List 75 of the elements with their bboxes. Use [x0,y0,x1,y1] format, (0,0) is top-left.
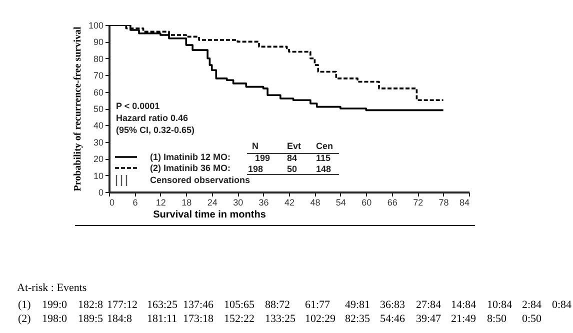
annotation: P < 0.0001 [116,101,160,111]
text: 133:25 [265,313,296,325]
text: 163:25 [147,299,178,311]
x-tick-label: 72 [413,198,424,208]
x-tick-label: 66 [387,198,398,208]
y-tick-label: 60 [93,87,104,98]
text: 182:8 [78,299,104,311]
annotation: 115 [316,153,331,163]
legend-label: (1) Imatinib 12 MO: [150,152,231,162]
x-tick-label: 54 [336,198,346,208]
text: 39:47 [416,313,442,325]
y-axis-title: Probability of recurrence-free survival [72,26,84,192]
text: 181:11 [147,313,178,325]
legend-label: (2) Imatinib 36 MO: [150,163,231,173]
y-tick-label: 30 [93,137,104,148]
text: 2:84 [522,299,542,311]
x-tick-label: 60 [362,198,372,208]
x-tick-label: 42 [284,198,295,208]
x-tick-label: 84 [459,198,470,208]
x-tick-label: 6 [132,198,138,208]
text: 36:83 [380,299,406,311]
y-tick-label: 0 [98,188,104,198]
text: 49:81 [345,299,370,311]
annotation: (95% CI, 0.32-0.65) [116,125,195,135]
x-tick-label: 78 [438,198,449,208]
annotation: 148 [316,164,332,174]
text: 88:72 [265,299,290,311]
text: 0:50 [522,313,542,325]
annotation: Cen [316,141,334,151]
text: 27:84 [416,299,442,311]
y-tick-label: 70 [93,70,104,81]
annotation: 84 [287,153,298,163]
y-tick-label: 20 [93,154,104,164]
x-axis-title: Survival time in months [153,210,266,220]
annotation: 198 [248,164,264,174]
x-tick-label: 0 [110,198,115,208]
annotation: N [252,141,258,151]
y-tick-label: 40 [93,120,104,131]
text: 189:5 [78,313,104,325]
y-tick-label: 90 [93,37,104,48]
text: 82:35 [345,313,370,325]
text: 152:22 [224,313,255,325]
text: 10:84 [487,299,512,311]
text: 198:0 [42,313,68,325]
text: 54:46 [380,313,406,325]
text: 14:84 [451,299,476,311]
x-tick-label: 30 [233,198,244,208]
text: At-risk : Events [17,282,87,294]
text: 21:49 [451,313,476,325]
annotation: Hazard ratio 0.46 [116,113,188,123]
y-tick-label: 100 [88,20,104,30]
text: 102:29 [305,313,336,325]
text: 199:0 [42,299,68,311]
y-tick-label: 10 [93,170,104,181]
annotation: Evt [287,141,302,151]
text: 177:12 [107,299,138,311]
text: 0:84 [552,299,572,311]
x-tick-label: 12 [156,198,166,208]
annotation: 199 [255,153,270,163]
y-tick-label: 50 [93,104,104,114]
annotation: 50 [287,164,298,174]
text: 184:8 [107,313,132,325]
text: 137:46 [183,299,214,311]
x-tick-label: 36 [258,198,269,208]
text: 61:77 [305,299,330,311]
text: 8:50 [487,313,507,325]
text: (2) [18,313,31,325]
x-tick-label: 24 [207,198,218,208]
text: (1) [18,299,31,311]
y-tick-label: 80 [93,54,104,64]
annotation: Censored observations [150,175,250,185]
x-tick-label: 18 [182,198,192,208]
x-tick-label: 48 [310,198,320,208]
text: 173:18 [183,313,214,325]
text: 105:65 [224,299,255,311]
